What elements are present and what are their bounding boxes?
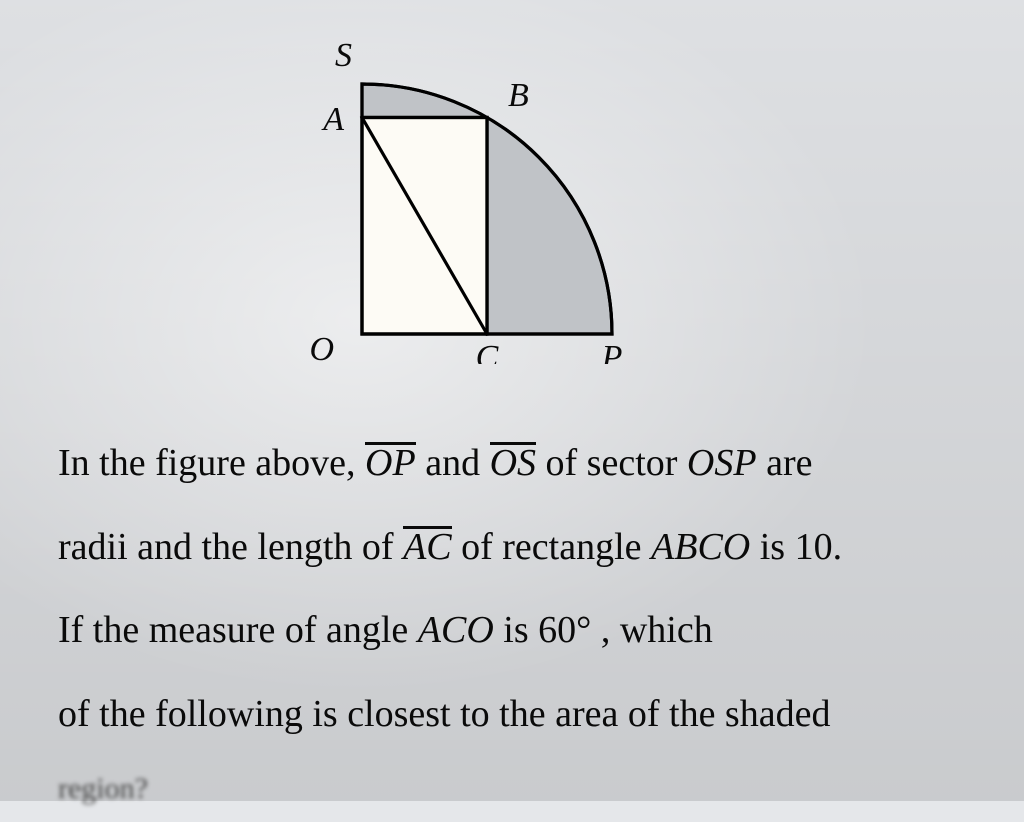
text: region? [58,772,148,805]
problem-text: In the figure above, OP and OS of sector… [48,422,976,822]
line-1: In the figure above, OP and OS of sector… [58,422,966,506]
text: , which [601,609,713,651]
line-3: If the measure of angle ACO is 60° , whi… [58,589,966,673]
geometry-diagram: S A B O C P [292,14,732,364]
text: of sector [546,442,687,484]
text: and [425,442,489,484]
segment-OP: OP [365,442,416,481]
label-A: A [321,101,344,138]
text: radii and the length of [58,526,403,568]
label-B: B [508,77,529,114]
rect-name: ABCO [651,526,750,568]
label-P: P [601,339,623,364]
line-4: of the following is closest to the area … [58,673,966,757]
diag-length: 10 [795,526,833,568]
text: is [760,526,795,568]
line-2: radii and the length of AC of rectangle … [58,506,966,590]
text: If the measure of angle [58,609,418,651]
sector-name: OSP [687,442,757,484]
segment-OS: OS [490,442,536,481]
text: of the following is closest to the area … [58,693,830,735]
segment-AC: AC [403,526,452,565]
text: is [503,609,538,651]
angle-name: ACO [418,609,494,651]
text: In the figure above, [58,442,365,484]
text: of rectangle [461,526,651,568]
cutoff-line: region? [58,756,966,822]
label-O: O [309,331,334,364]
angle-value: 60° [538,609,591,651]
text: are [766,442,812,484]
label-C: C [476,339,499,364]
figure-container: S A B O C P [48,14,976,364]
label-S: S [335,37,352,74]
text: . [833,526,843,568]
